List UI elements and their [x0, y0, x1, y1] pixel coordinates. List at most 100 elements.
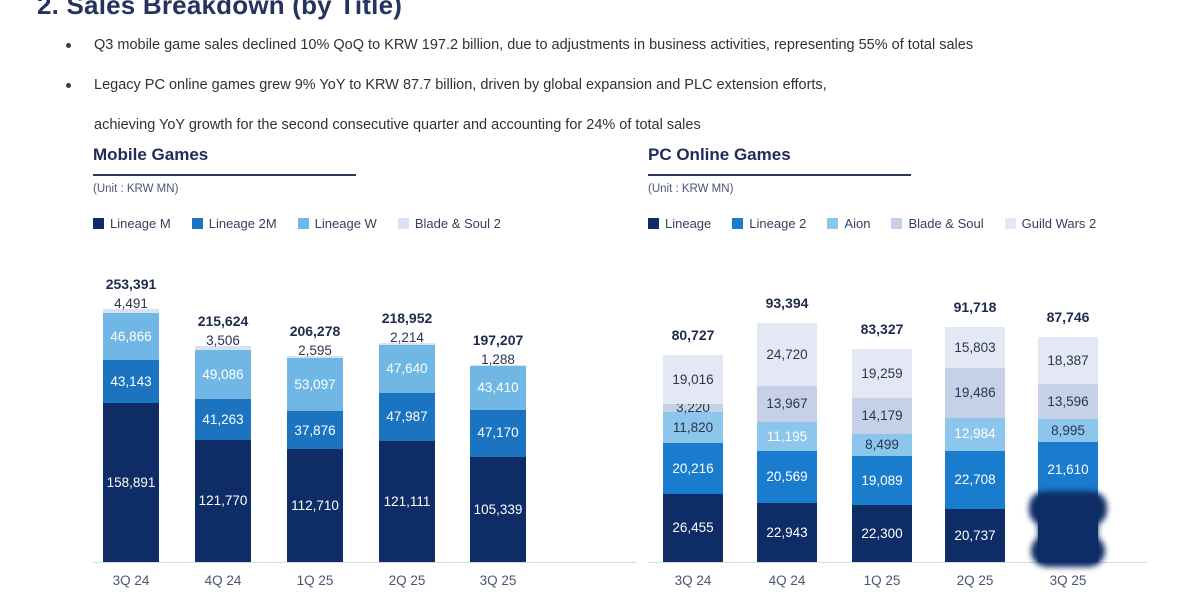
segment-value-label: 46,866 — [110, 328, 152, 344]
bar-column: 21,610 8,995 13,596 18,387 87,746 3Q 25 — [1029, 242, 1107, 590]
bar-segment: 8,499 — [852, 434, 912, 457]
bar-segment — [195, 346, 251, 350]
top-segment-value-label: 2,214 — [390, 330, 424, 346]
legend-swatch-icon — [648, 218, 659, 229]
bar-column: 22,300 19,089 8,499 14,179 19,259 83,327 1Q 25 — [852, 242, 912, 590]
bar-segment: 121,111 — [379, 440, 435, 562]
bullet-item: Legacy PC online games grew 9% YoY to KR… — [66, 76, 1166, 95]
bar-column: 121,770 41,263 49,086 215,624 3,506 4Q 24 — [195, 242, 251, 590]
bar-segment: 3,220 — [663, 400, 723, 416]
segment-value-label: 53,097 — [294, 377, 336, 393]
bar-segment: 11,820 — [663, 412, 723, 443]
top-segment-value-label: 2,595 — [298, 342, 332, 358]
segment-value-label: 8,995 — [1051, 423, 1085, 439]
category-label: 4Q 24 — [768, 573, 806, 588]
bullet-icon — [66, 83, 71, 88]
category-label: 3Q 24 — [112, 573, 150, 588]
chart-title-mobile: Mobile Games — [93, 145, 356, 176]
top-segment-value-label: 3,506 — [206, 333, 240, 349]
segment-value-label: 43,143 — [110, 373, 152, 389]
segment-value-label: 19,089 — [861, 472, 903, 488]
unit-label: (Unit : KRW MN) — [648, 183, 734, 195]
bar-segment: 46,866 — [103, 313, 159, 360]
bar-segment: 121,770 — [195, 440, 251, 562]
category-label: 4Q 24 — [204, 573, 242, 588]
segment-value-label: 121,111 — [383, 493, 431, 509]
segment-value-label: 105,339 — [473, 501, 523, 517]
legend-item: Lineage — [648, 216, 711, 231]
bar-segment: 43,410 — [470, 366, 526, 410]
segment-value-label: 47,170 — [477, 425, 519, 441]
segment-value-label: 20,216 — [672, 460, 714, 476]
unit-label: (Unit : KRW MN) — [93, 183, 179, 195]
bar-segment: 37,876 — [287, 411, 343, 450]
legend-label: Blade & Soul — [908, 216, 984, 231]
redaction-smudge-part — [1031, 535, 1105, 567]
bar-total-label: 87,746 — [1046, 309, 1090, 326]
bar-column: 158,891 43,143 46,866 253,391 4,491 3Q 24 — [103, 242, 159, 590]
segment-value-label: 19,259 — [861, 365, 903, 381]
legend-label: Guild Wars 2 — [1021, 216, 1097, 231]
top-segment-value-label: 4,491 — [114, 295, 148, 311]
bar-segment: 19,259 — [852, 348, 912, 398]
top-segment-value-label: 1,288 — [481, 351, 515, 367]
segment-value-label: 24,720 — [766, 346, 808, 362]
legend-label: Lineage M — [110, 216, 171, 231]
bar-column: 22,943 20,569 11,195 13,967 24,720 93,394 4Q 2… — [757, 242, 817, 590]
category-label: 1Q 25 — [296, 573, 334, 588]
legend-pc: Lineage Lineage 2 Aion Blade & Soul Guild Wa… — [648, 216, 1148, 231]
legend-swatch-icon — [827, 218, 839, 229]
segment-value-label: 21,610 — [1047, 462, 1089, 478]
legend-swatch-icon — [1004, 218, 1016, 229]
legend-label: Aion — [844, 216, 871, 231]
legend-label: Lineage — [665, 216, 712, 231]
bullet-text: Q3 mobile game sales declined 10% QoQ to… — [94, 37, 974, 53]
legend-item: Lineage M — [93, 216, 171, 231]
segment-value-label: 47,987 — [386, 409, 428, 425]
bar-segment: 19,089 — [852, 456, 912, 505]
segment-value-label: 11,195 — [766, 428, 808, 444]
bar-segment: 22,943 — [757, 503, 817, 562]
segment-value-label: 47,640 — [386, 361, 428, 377]
bar-total-label: 91,718 — [953, 299, 997, 316]
bar-segment: 21,610 — [1038, 442, 1098, 498]
bullet-icon — [66, 43, 71, 48]
bullet-item-continuation: achieving YoY growth for the second cons… — [66, 116, 1166, 135]
bar-segment: 47,640 — [379, 345, 435, 393]
segment-value-label: 3,220 — [676, 400, 710, 416]
bar-total-label: 80,727 — [671, 327, 715, 344]
legend-label: Lineage W — [314, 216, 377, 231]
category-label: 2Q 25 — [388, 573, 426, 588]
bar-segment: 43,143 — [103, 359, 159, 404]
bar-segment — [379, 343, 435, 346]
segment-value-label: 22,300 — [861, 525, 903, 541]
legend-label: Lineage 2 — [749, 216, 807, 231]
bar-segment: 41,263 — [195, 398, 251, 441]
legend-item: Lineage W — [297, 216, 377, 231]
legend-swatch-icon — [191, 218, 203, 229]
segment-value-label: 121,770 — [198, 493, 248, 509]
bar-segment: 19,486 — [945, 367, 1005, 418]
bar-segment: 12,984 — [945, 417, 1005, 451]
legend-label: Lineage 2M — [208, 216, 277, 231]
segment-value-label: 18,387 — [1047, 353, 1089, 369]
legend-swatch-icon — [891, 218, 903, 229]
bullet-list: Q3 mobile game sales declined 10% QoQ to… — [66, 36, 1166, 156]
bar-segment: 13,596 — [1038, 384, 1098, 420]
segment-value-label: 15,803 — [954, 339, 996, 355]
bar-total-label: 206,278 — [289, 322, 341, 339]
bar-segment: 14,179 — [852, 398, 912, 435]
legend-item: Lineage 2 — [732, 216, 806, 231]
segment-value-label: 37,876 — [294, 422, 336, 438]
legend-item: Guild Wars 2 — [1004, 216, 1097, 231]
bullet-text: achieving YoY growth for the second cons… — [94, 117, 701, 133]
bar-segment: 53,097 — [287, 358, 343, 412]
bar-segment: 15,803 — [945, 327, 1005, 368]
bar-column: 121,111 47,987 47,640 218,952 2,214 2Q 25 — [379, 242, 435, 590]
segment-value-label: 22,943 — [766, 524, 808, 540]
bar-segment: 22,300 — [852, 504, 912, 562]
bullet-item: Q3 mobile game sales declined 10% QoQ to… — [66, 36, 1166, 55]
category-label: 1Q 25 — [863, 573, 901, 588]
category-label: 3Q 25 — [1049, 573, 1087, 588]
x-axis-line — [93, 562, 637, 563]
